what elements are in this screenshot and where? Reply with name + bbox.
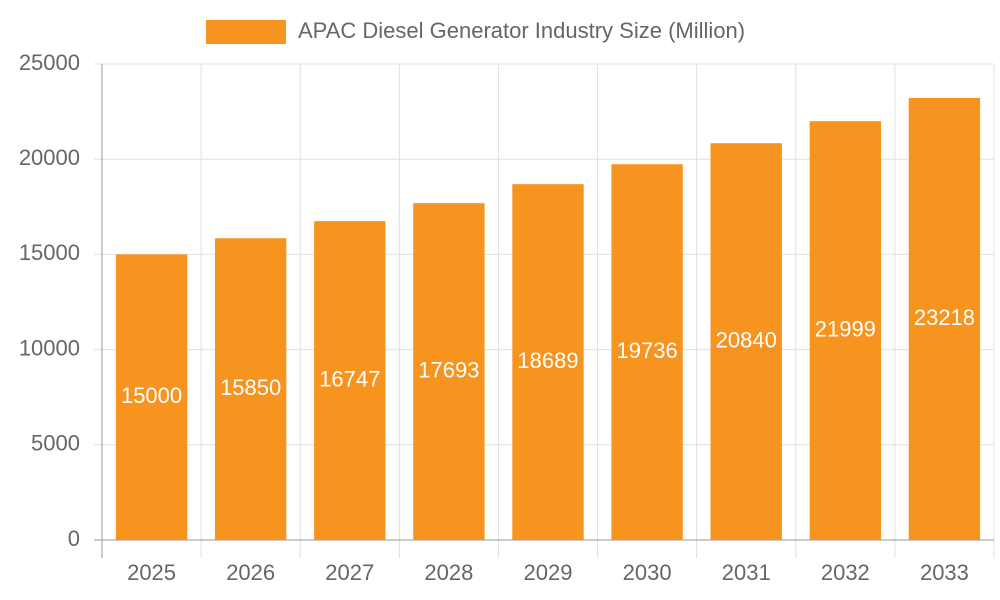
bar bbox=[611, 164, 683, 540]
x-tick-label: 2028 bbox=[424, 560, 473, 585]
legend-label[interactable]: APAC Diesel Generator Industry Size (Mil… bbox=[298, 18, 745, 43]
data-label: 17693 bbox=[418, 357, 479, 382]
x-tick-label: 2032 bbox=[821, 560, 870, 585]
bar bbox=[710, 143, 782, 540]
data-label: 16747 bbox=[319, 366, 380, 391]
x-tick-label: 2029 bbox=[524, 560, 573, 585]
data-label: 18689 bbox=[517, 348, 578, 373]
x-tick-label: 2031 bbox=[722, 560, 771, 585]
data-label: 15000 bbox=[121, 383, 182, 408]
x-tick-label: 2027 bbox=[325, 560, 374, 585]
bar bbox=[115, 254, 188, 540]
x-tick-label: 2025 bbox=[127, 560, 176, 585]
y-tick-label: 15000 bbox=[19, 240, 80, 265]
bar bbox=[512, 184, 584, 540]
x-tick-label: 2030 bbox=[623, 560, 672, 585]
bar bbox=[214, 238, 287, 540]
bar bbox=[413, 203, 485, 540]
bar bbox=[809, 121, 882, 540]
data-label: 23218 bbox=[914, 305, 975, 330]
y-tick-label: 5000 bbox=[31, 431, 80, 456]
bar bbox=[908, 97, 981, 540]
data-label: 21999 bbox=[815, 316, 876, 341]
data-label: 15850 bbox=[220, 375, 281, 400]
data-label: 20840 bbox=[716, 327, 777, 352]
y-tick-label: 0 bbox=[68, 526, 80, 551]
y-tick-label: 10000 bbox=[19, 335, 80, 360]
data-label: 19736 bbox=[617, 338, 678, 363]
bar bbox=[314, 221, 386, 540]
x-tick-label: 2026 bbox=[226, 560, 275, 585]
x-tick-label: 2033 bbox=[920, 560, 969, 585]
legend-swatch[interactable] bbox=[206, 20, 286, 44]
y-tick-label: 20000 bbox=[19, 145, 80, 170]
y-tick-label: 25000 bbox=[19, 50, 80, 75]
